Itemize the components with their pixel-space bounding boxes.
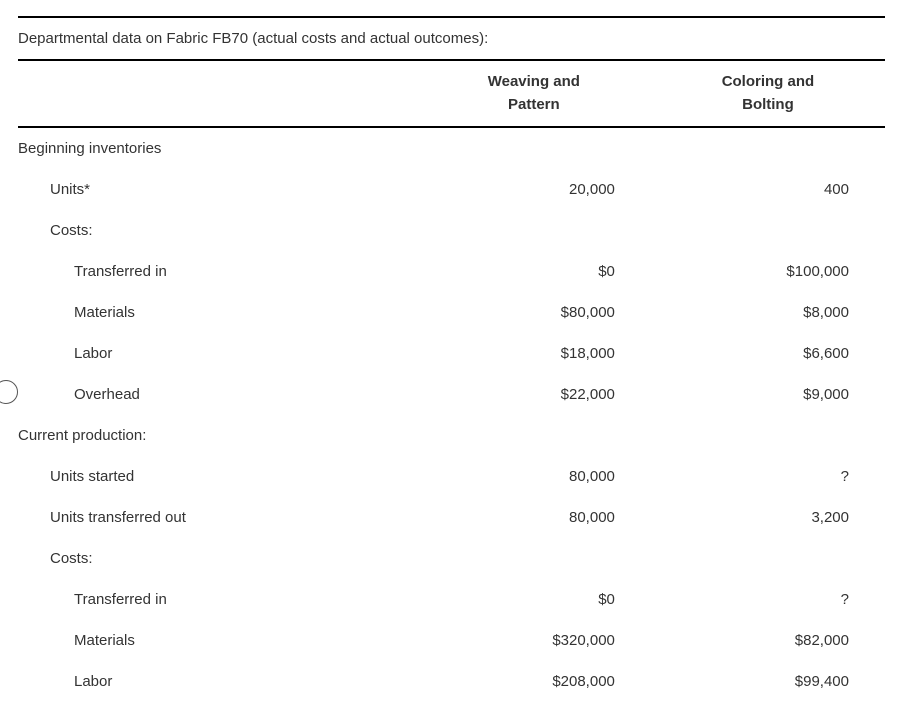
- table-row: Labor $208,000 $99,400: [18, 661, 885, 702]
- row-val-b: 3,200: [651, 497, 885, 538]
- row-label: Transferred in: [18, 251, 417, 292]
- row-val-a: 80,000: [417, 497, 651, 538]
- row-val-a: $320,000: [417, 620, 651, 661]
- row-val-b: ?: [651, 579, 885, 620]
- row-val-b: [651, 538, 885, 579]
- row-val-b: $99,400: [651, 661, 885, 702]
- header-col-b-line2: Bolting: [659, 94, 877, 117]
- row-val-b: [651, 210, 885, 251]
- table-row: Units* 20,000 400: [18, 169, 885, 210]
- row-val-a: 20,000: [417, 169, 651, 210]
- row-label: Current production:: [18, 415, 417, 456]
- row-val-b: [651, 127, 885, 169]
- data-table: Weaving and Pattern Coloring and Bolting…: [18, 61, 885, 702]
- row-val-a: $18,000: [417, 333, 651, 374]
- row-val-a: 80,000: [417, 456, 651, 497]
- table-row: Labor $18,000 $6,600: [18, 333, 885, 374]
- row-val-b: $82,000: [651, 620, 885, 661]
- row-label: Materials: [18, 292, 417, 333]
- table-row: Units transferred out 80,000 3,200: [18, 497, 885, 538]
- row-val-a: $0: [417, 579, 651, 620]
- row-val-a: [417, 415, 651, 456]
- table-title: Departmental data on Fabric FB70 (actual…: [18, 18, 885, 59]
- row-label: Labor: [18, 333, 417, 374]
- table-row: Current production:: [18, 415, 885, 456]
- row-label: Costs:: [18, 210, 417, 251]
- table-row: Costs:: [18, 210, 885, 251]
- row-label: Units*: [18, 169, 417, 210]
- row-label: Labor: [18, 661, 417, 702]
- table-row: Units started 80,000 ?: [18, 456, 885, 497]
- row-val-a: $80,000: [417, 292, 651, 333]
- row-label: Transferred in: [18, 579, 417, 620]
- row-label: Overhead: [18, 374, 417, 415]
- row-label: Beginning inventories: [18, 127, 417, 169]
- row-val-b: [651, 415, 885, 456]
- row-val-a: [417, 127, 651, 169]
- table-row: Overhead $22,000 $9,000: [18, 374, 885, 415]
- table-body: Beginning inventories Units* 20,000 400 …: [18, 127, 885, 702]
- row-label: Units transferred out: [18, 497, 417, 538]
- table-row: Materials $80,000 $8,000: [18, 292, 885, 333]
- row-val-a: [417, 538, 651, 579]
- row-label: Materials: [18, 620, 417, 661]
- row-val-a: $0: [417, 251, 651, 292]
- header-col-b-line1: Coloring and: [659, 71, 877, 94]
- header-col-a-line1: Weaving and: [425, 71, 643, 94]
- row-val-a: $208,000: [417, 661, 651, 702]
- row-val-a: [417, 210, 651, 251]
- row-val-b: $9,000: [651, 374, 885, 415]
- header-blank: [18, 61, 417, 127]
- circle-mark-icon: [0, 380, 18, 404]
- table-row: Transferred in $0 $100,000: [18, 251, 885, 292]
- table-row: Costs:: [18, 538, 885, 579]
- row-val-b: 400: [651, 169, 885, 210]
- row-label: Costs:: [18, 538, 417, 579]
- row-val-b: $8,000: [651, 292, 885, 333]
- table-row: Materials $320,000 $82,000: [18, 620, 885, 661]
- header-col-b: Coloring and Bolting: [651, 61, 885, 127]
- table-row: Beginning inventories: [18, 127, 885, 169]
- table-header-row: Weaving and Pattern Coloring and Bolting: [18, 61, 885, 127]
- row-val-b: ?: [651, 456, 885, 497]
- header-col-a-line2: Pattern: [425, 94, 643, 117]
- header-col-a: Weaving and Pattern: [417, 61, 651, 127]
- row-val-b: $100,000: [651, 251, 885, 292]
- row-label: Units started: [18, 456, 417, 497]
- row-val-b: $6,600: [651, 333, 885, 374]
- table-row: Transferred in $0 ?: [18, 579, 885, 620]
- row-val-a: $22,000: [417, 374, 651, 415]
